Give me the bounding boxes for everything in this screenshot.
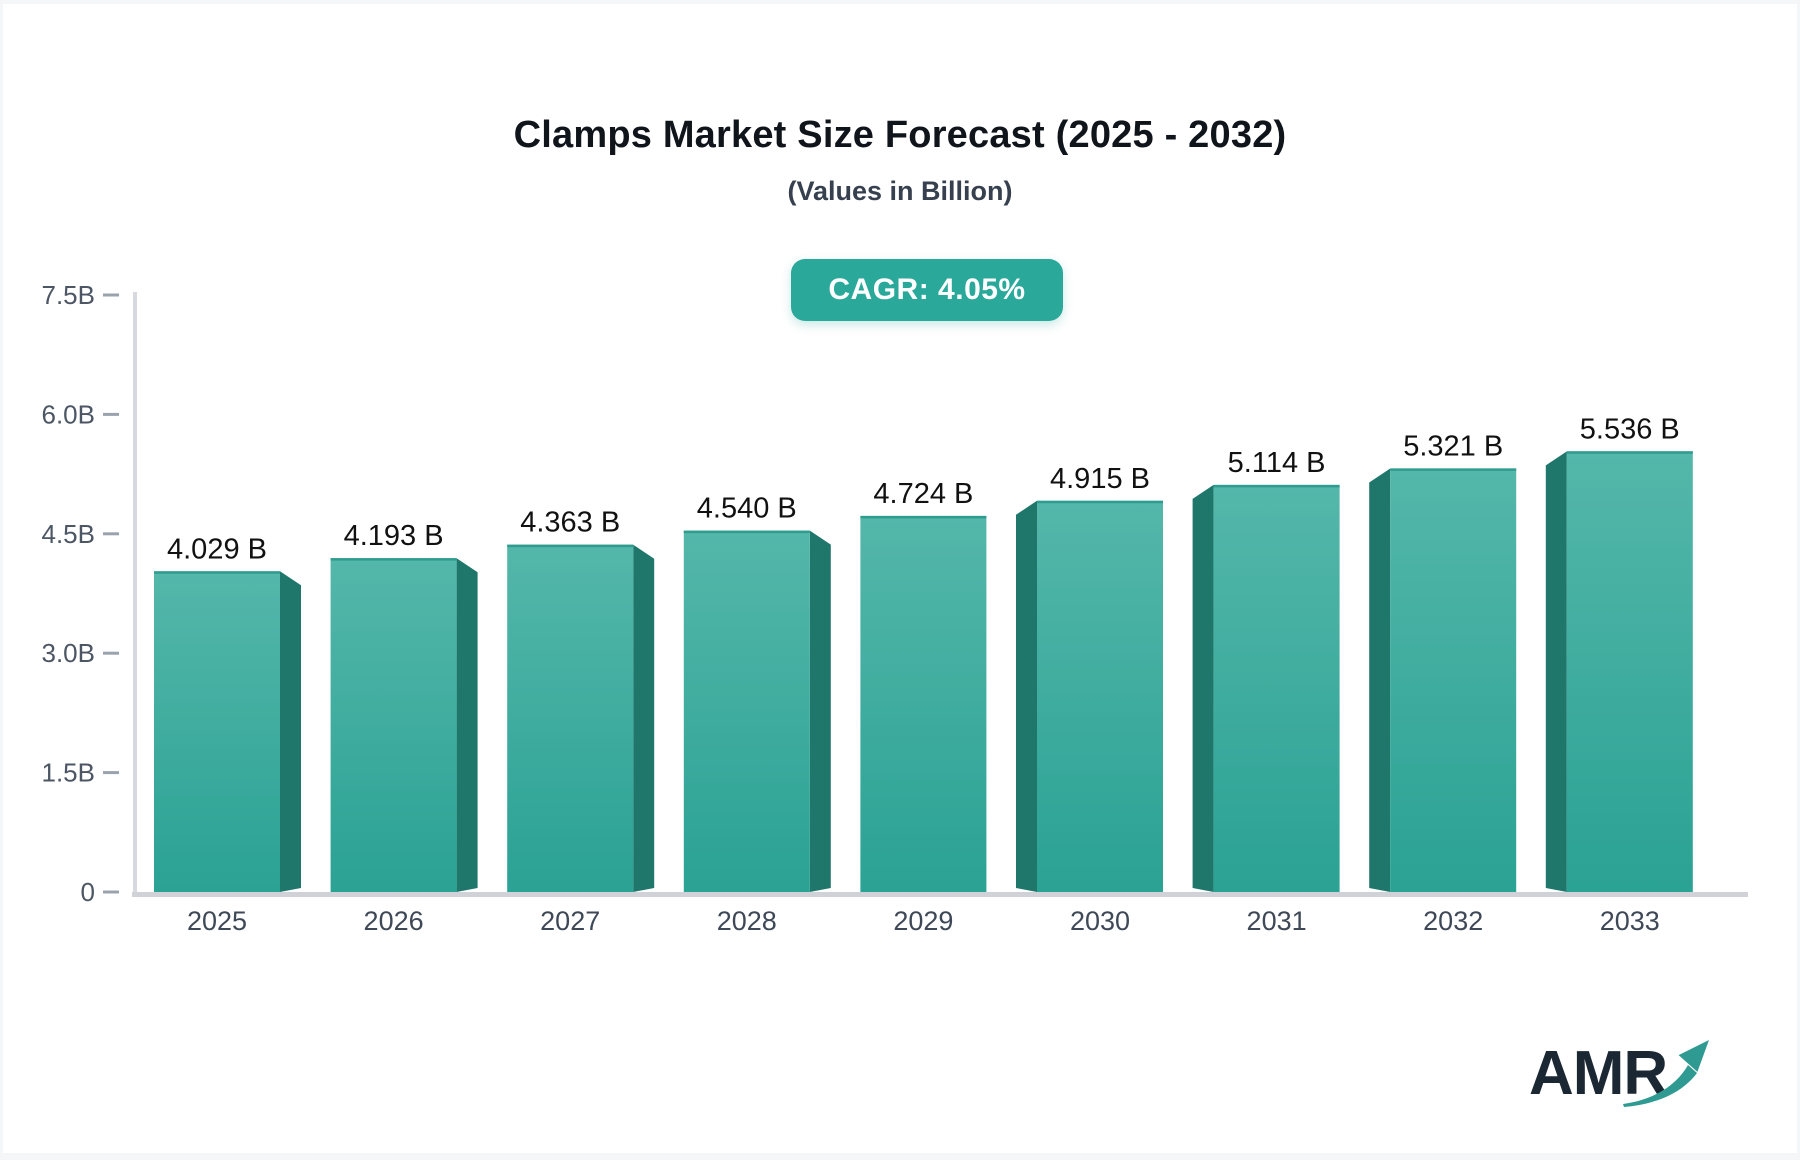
- x-tick-label: 2033: [1600, 906, 1660, 936]
- amr-logo-text: AMR: [1529, 1039, 1667, 1108]
- bar-value-label: 5.321 B: [1403, 430, 1503, 462]
- y-tick-label: 0: [81, 877, 95, 907]
- growth-arrow-icon: [1623, 1040, 1709, 1107]
- x-tick-label: 2031: [1247, 906, 1307, 936]
- bar-2030: 4.915 B 2030: [1016, 463, 1163, 936]
- bar-side-face: [1369, 468, 1391, 892]
- bar-chart: 0 1.5B 3.0B 4.5B 6.0B 7.5B 4.029 B 2025 4.193 B 2…: [42, 280, 1748, 936]
- y-tick-label: 1.5B: [42, 758, 96, 788]
- x-tick-label: 2025: [187, 906, 247, 936]
- bar-side-face: [280, 571, 301, 892]
- cagr-badge-label: CAGR: 4.05%: [828, 273, 1026, 306]
- bar-face: [1037, 500, 1163, 892]
- bar-value-label: 4.193 B: [344, 520, 444, 552]
- x-tick-label: 2027: [540, 906, 600, 936]
- bar-side-face: [456, 558, 478, 892]
- bar-2025: 4.029 B 2025: [154, 533, 301, 936]
- bar-face: [683, 530, 810, 892]
- bar-value-label: 5.536 B: [1580, 413, 1680, 445]
- bar-2028: 4.540 B 2028: [683, 493, 831, 936]
- bar-side-face: [809, 530, 831, 892]
- bar-2029: 4.724 B 2029: [860, 478, 987, 936]
- cagr-badge: CAGR: 4.05%: [791, 259, 1063, 321]
- bar-value-label: 4.540 B: [697, 493, 797, 525]
- chart-card: Clamps Market Size Forecast (2025 - 2032…: [3, 4, 1797, 1153]
- bar-2027: 4.363 B 2027: [507, 507, 655, 936]
- bar-face: [330, 558, 457, 892]
- bar-value-label: 4.029 B: [167, 533, 267, 565]
- x-tick-label: 2026: [364, 906, 424, 936]
- bar-side-face: [633, 544, 655, 892]
- bar-face: [154, 571, 280, 892]
- bar-2032: 5.321 B 2032: [1369, 430, 1517, 936]
- bar-face: [507, 544, 634, 892]
- bar-face: [860, 515, 987, 892]
- bar-side-face: [1016, 500, 1037, 892]
- x-tick-label: 2028: [717, 906, 777, 936]
- bar-value-label: 4.363 B: [520, 507, 620, 539]
- bar-2033: 5.536 B 2033: [1545, 413, 1693, 936]
- bar-2026: 4.193 B 2026: [330, 520, 478, 936]
- bar-side-face: [1545, 451, 1567, 892]
- bar-value-label: 5.114 B: [1228, 447, 1326, 479]
- bar-value-label: 4.724 B: [873, 478, 973, 510]
- bar-face: [1213, 484, 1340, 892]
- y-tick-label: 6.0B: [42, 399, 96, 429]
- x-tick-label: 2030: [1070, 906, 1130, 936]
- chart-title: Clamps Market Size Forecast (2025 - 2032…: [513, 114, 1287, 156]
- y-tick-label: 7.5B: [42, 280, 96, 310]
- bar-side-face: [1192, 484, 1214, 892]
- chart-subtitle: (Values in Billion): [787, 176, 1013, 206]
- y-tick-label: 3.0B: [42, 638, 96, 668]
- bar-2031: 5.114 B 2031: [1192, 447, 1340, 936]
- bar-face: [1566, 451, 1693, 892]
- x-tick-label: 2029: [893, 906, 953, 936]
- bar-face: [1390, 468, 1517, 892]
- amr-logo: AMR: [1529, 1039, 1709, 1108]
- bar-value-label: 4.915 B: [1050, 463, 1150, 495]
- y-tick-label: 4.5B: [42, 519, 96, 549]
- x-tick-label: 2032: [1423, 906, 1483, 936]
